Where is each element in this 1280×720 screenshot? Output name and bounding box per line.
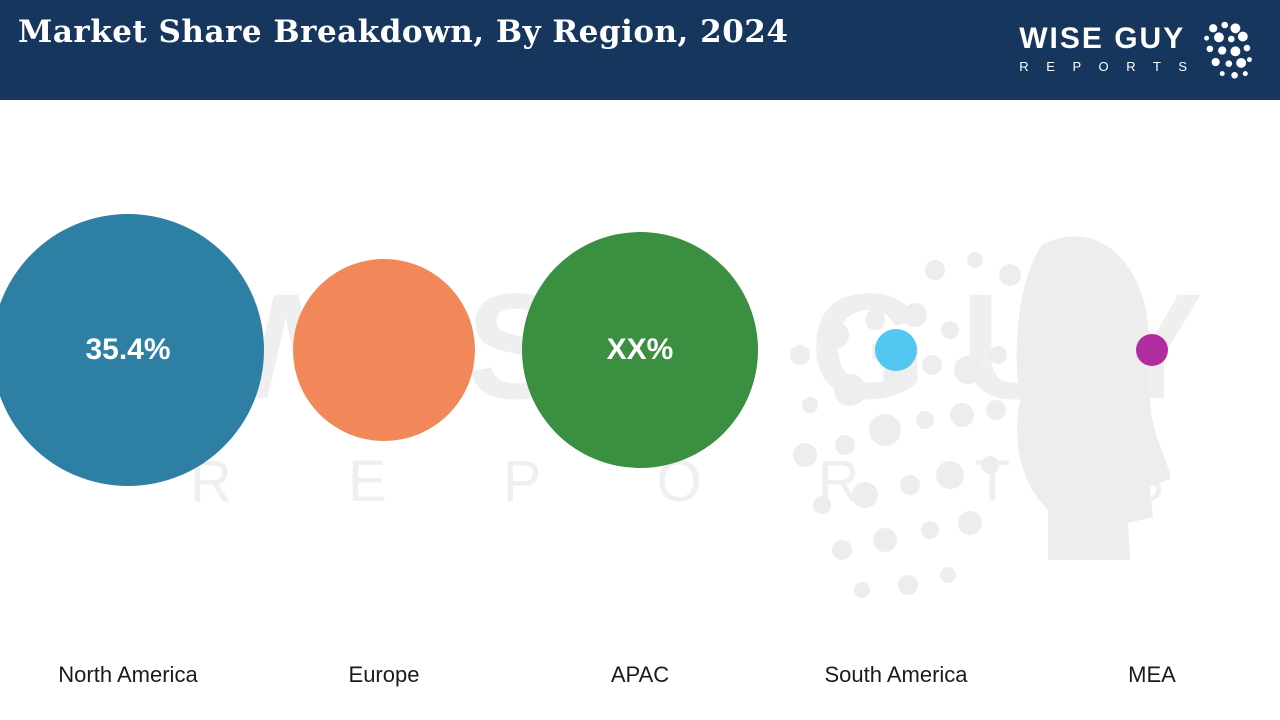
bubble-south-america [875, 329, 917, 371]
bubble-chart: WISE GUY R E P O R T S [0, 100, 1280, 720]
bubble-columns: 35.4% North America Europe XX% [0, 100, 1280, 720]
column-north-america: 35.4% North America [0, 100, 264, 720]
header: Market Share Breakdown, By Region, 2024 … [0, 0, 1280, 100]
logo-subtext: R E P O R T S [1019, 59, 1194, 74]
bubble-wrap: 35.4% [0, 100, 264, 600]
category-label-south-america: South America [824, 662, 968, 687]
bubble-value-label: 35.4% [85, 333, 171, 366]
logo-wordmark: WISE GUY [1019, 22, 1186, 55]
column-mea: MEA [1024, 100, 1280, 720]
bubble-north-america: 35.4% [0, 214, 264, 486]
bubble-mea [1136, 334, 1168, 366]
category-label-mea: MEA [1128, 662, 1176, 687]
logo-text: WISE GUY R E P O R T S [1019, 22, 1194, 74]
category-label-europe: Europe [348, 662, 420, 687]
category-label-apac: APAC [610, 662, 670, 687]
bubble-europe [293, 259, 475, 441]
brand-logo: WISE GUY R E P O R T S [1019, 21, 1256, 86]
logo-head-icon [1204, 21, 1252, 79]
bubble-wrap [256, 100, 512, 600]
bubble-wrap [768, 100, 1024, 600]
bubble-apac: XX% [522, 232, 758, 468]
category-label-north-america: North America [58, 662, 198, 687]
bubble-wrap: XX% [512, 100, 768, 600]
bubble-wrap [1024, 100, 1280, 600]
column-apac: XX% APAC [512, 100, 768, 720]
page-title: Market Share Breakdown, By Region, 2024 [18, 14, 789, 50]
bubble-value-label: XX% [606, 333, 674, 366]
column-south-america: South America [768, 100, 1024, 720]
column-europe: Europe [256, 100, 512, 720]
